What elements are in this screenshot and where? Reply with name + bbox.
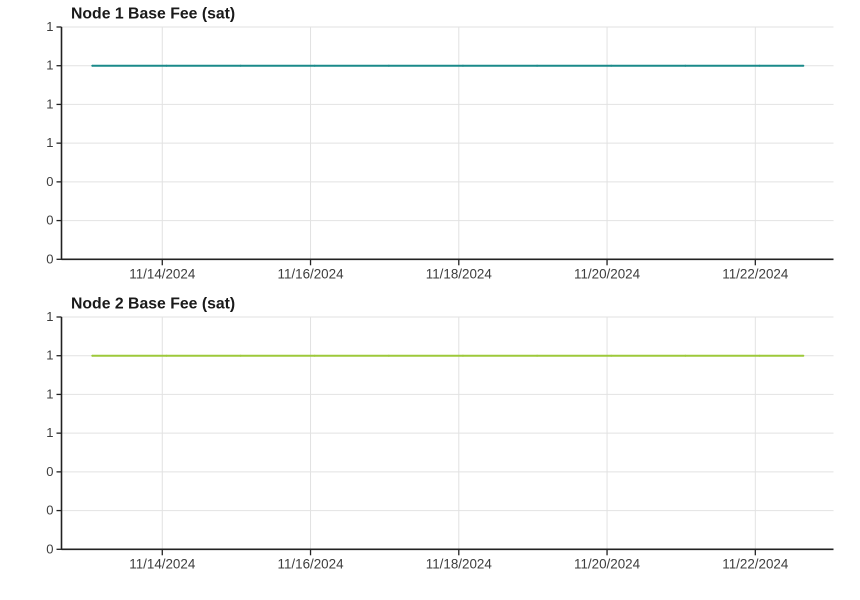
svg-text:1: 1 (46, 348, 53, 363)
svg-text:Node 1 Base Fee (sat): Node 1 Base Fee (sat) (71, 6, 235, 23)
svg-text:0: 0 (46, 464, 53, 479)
svg-text:1: 1 (46, 19, 53, 34)
svg-text:1: 1 (46, 425, 53, 440)
svg-text:0: 0 (46, 503, 53, 518)
svg-text:11/22/2024: 11/22/2024 (722, 556, 789, 571)
svg-text:0: 0 (46, 174, 53, 189)
svg-text:1: 1 (46, 96, 53, 111)
svg-text:1: 1 (46, 135, 53, 150)
svg-text:1: 1 (46, 309, 53, 324)
svg-text:0: 0 (46, 251, 53, 266)
svg-text:11/14/2024: 11/14/2024 (129, 266, 196, 281)
svg-text:11/20/2024: 11/20/2024 (574, 266, 641, 281)
svg-text:11/16/2024: 11/16/2024 (278, 266, 345, 281)
svg-text:0: 0 (46, 541, 53, 556)
svg-text:11/18/2024: 11/18/2024 (426, 266, 493, 281)
svg-text:11/20/2024: 11/20/2024 (574, 556, 641, 571)
svg-text:Node 2 Base Fee (sat): Node 2 Base Fee (sat) (71, 296, 235, 313)
svg-text:11/16/2024: 11/16/2024 (278, 556, 345, 571)
svg-text:0: 0 (46, 213, 53, 228)
svg-text:1: 1 (46, 58, 53, 73)
svg-text:1: 1 (46, 386, 53, 401)
svg-text:11/18/2024: 11/18/2024 (426, 556, 493, 571)
svg-text:11/22/2024: 11/22/2024 (722, 266, 789, 281)
svg-text:11/14/2024: 11/14/2024 (129, 556, 196, 571)
